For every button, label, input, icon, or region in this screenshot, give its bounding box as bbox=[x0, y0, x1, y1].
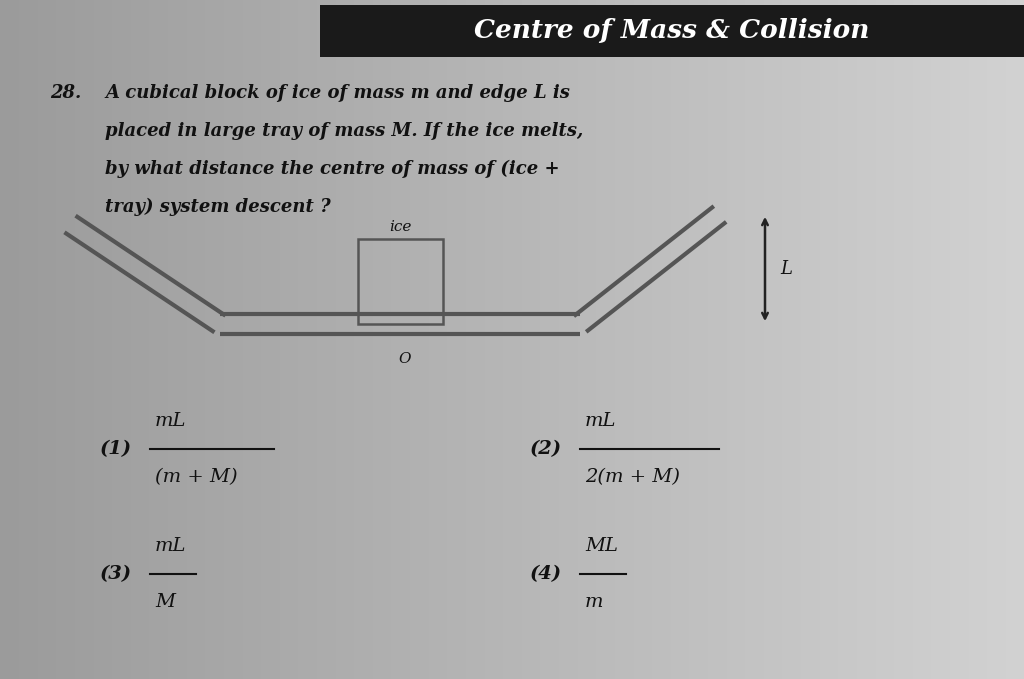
Text: (m + M): (m + M) bbox=[155, 468, 238, 486]
Text: A cubical block of ice of mass m and edge L is: A cubical block of ice of mass m and edg… bbox=[105, 84, 570, 102]
Text: L: L bbox=[780, 260, 792, 278]
Text: mL: mL bbox=[155, 412, 186, 430]
Text: 28.: 28. bbox=[50, 84, 81, 102]
Text: m: m bbox=[585, 593, 603, 611]
Text: M: M bbox=[155, 593, 175, 611]
Bar bbox=[319, 5, 1024, 57]
Text: mL: mL bbox=[155, 537, 186, 555]
Text: ice: ice bbox=[389, 220, 412, 234]
Text: ML: ML bbox=[585, 537, 618, 555]
Text: by what distance the centre of mass of (ice +: by what distance the centre of mass of (… bbox=[105, 160, 560, 179]
Text: (3): (3) bbox=[100, 565, 132, 583]
Text: (2): (2) bbox=[530, 440, 562, 458]
Text: mL: mL bbox=[585, 412, 616, 430]
Text: 2(m + M): 2(m + M) bbox=[585, 468, 680, 486]
Text: tray) system descent ?: tray) system descent ? bbox=[105, 198, 331, 216]
Text: O: O bbox=[398, 352, 412, 366]
Text: placed in large tray of mass M. If the ice melts,: placed in large tray of mass M. If the i… bbox=[105, 122, 584, 140]
Text: Centre of Mass & Collision: Centre of Mass & Collision bbox=[474, 18, 869, 43]
Bar bbox=[357, 239, 442, 324]
Text: (1): (1) bbox=[100, 440, 132, 458]
Text: (4): (4) bbox=[530, 565, 562, 583]
